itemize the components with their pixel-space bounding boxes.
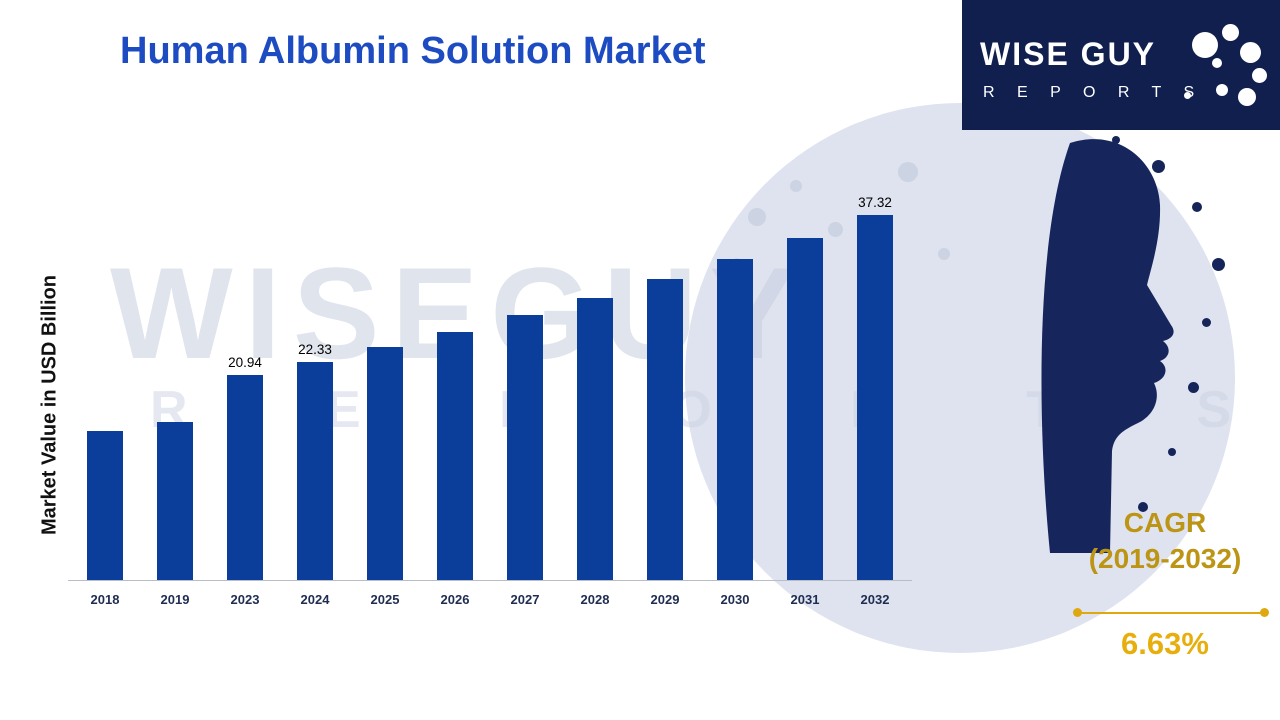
face-dot <box>1138 502 1148 512</box>
bar-slot-2029 <box>630 189 700 580</box>
bar-slot-2032: 37.32 <box>840 189 910 580</box>
y-axis-label: Market Value in USD Billion <box>38 274 61 536</box>
data-label-2032: 37.32 <box>858 195 892 211</box>
face-dot <box>1192 202 1202 212</box>
logo-subtitle: R E P O R T S <box>983 84 1204 101</box>
logo-bubble <box>1212 58 1222 68</box>
logo-bubble <box>1238 88 1256 106</box>
bar-slot-2027 <box>490 189 560 580</box>
x-axis-line <box>68 580 912 581</box>
face-dot <box>1168 448 1176 456</box>
face-profile-graphic <box>1041 139 1174 553</box>
face-dot <box>1188 382 1199 393</box>
bar-slot-2030 <box>700 189 770 580</box>
x-tick-2026: 2026 <box>440 592 470 607</box>
logo-bubble <box>1240 42 1261 63</box>
x-tick-2025: 2025 <box>370 592 400 607</box>
logo-bubble <box>1252 68 1267 83</box>
bar-slot-2026 <box>420 189 490 580</box>
logo-bubble <box>1222 24 1239 41</box>
logo-bubble <box>1216 84 1228 96</box>
x-tick-2028: 2028 <box>580 592 610 607</box>
face-dot <box>1212 258 1225 271</box>
x-tick-2031: 2031 <box>790 592 820 607</box>
cagr-label-line1: CAGR <box>1123 507 1207 538</box>
cagr-divider-line <box>1073 608 1269 617</box>
bar-2031 <box>787 237 823 580</box>
x-axis-ticks: 2018 2019 2023 2024 2025 2026 2027 2028 2029 2030… <box>70 592 910 607</box>
face-dot <box>1112 136 1120 144</box>
face-dot <box>1152 160 1165 173</box>
x-tick-2018: 2018 <box>90 592 120 607</box>
bubble-dot <box>748 208 766 226</box>
x-tick-2027: 2027 <box>510 592 540 607</box>
bar-2032 <box>857 215 893 580</box>
x-tick-2032: 2032 <box>860 592 890 607</box>
cagr-label-line2: (2019-2032) <box>1088 543 1242 574</box>
x-tick-2024: 2024 <box>300 592 330 607</box>
bar-slot-2018 <box>70 189 140 580</box>
x-tick-2019: 2019 <box>160 592 190 607</box>
logo-bubble <box>1192 32 1218 58</box>
cagr-label: CAGR (2019-2032) <box>1050 505 1280 577</box>
bar-2023 <box>227 375 263 580</box>
page-title: Human Albumin Solution Market <box>120 30 706 72</box>
logo-panel <box>962 0 1280 130</box>
x-tick-2029: 2029 <box>650 592 680 607</box>
bar-2027 <box>507 315 543 580</box>
divider-dot-right <box>1260 608 1269 617</box>
bar-2025 <box>367 347 403 580</box>
x-tick-2030: 2030 <box>720 592 750 607</box>
bar-2029 <box>647 279 683 580</box>
bubble-dot <box>938 248 950 260</box>
bar-slot-2019 <box>140 189 210 580</box>
bubble-dot <box>898 162 918 182</box>
x-tick-2023: 2023 <box>230 592 260 607</box>
cagr-value: 6.63% <box>1121 626 1209 661</box>
logo-bubble <box>1184 92 1191 99</box>
data-label-2024: 22.33 <box>298 341 332 357</box>
divider-dot-left <box>1073 608 1082 617</box>
logo-wordmark: WISE GUY <box>980 36 1157 72</box>
bubble-dot <box>828 222 843 237</box>
bar-slot-2028 <box>560 189 630 580</box>
bar-chart: 20.94 22.33 37.32 <box>70 189 910 580</box>
bar-2024 <box>297 361 333 580</box>
bar-2026 <box>437 331 473 580</box>
bar-slot-2024: 22.33 <box>280 189 350 580</box>
bar-slot-2031 <box>770 189 840 580</box>
bar-2018 <box>87 431 123 580</box>
bar-2019 <box>157 421 193 580</box>
face-dot <box>1202 318 1211 327</box>
bar-2030 <box>717 259 753 580</box>
bubble-dot <box>790 180 802 192</box>
data-label-2023: 20.94 <box>228 355 262 371</box>
bar-slot-2023: 20.94 <box>210 189 280 580</box>
bar-2028 <box>577 297 613 580</box>
bar-slot-2025 <box>350 189 420 580</box>
